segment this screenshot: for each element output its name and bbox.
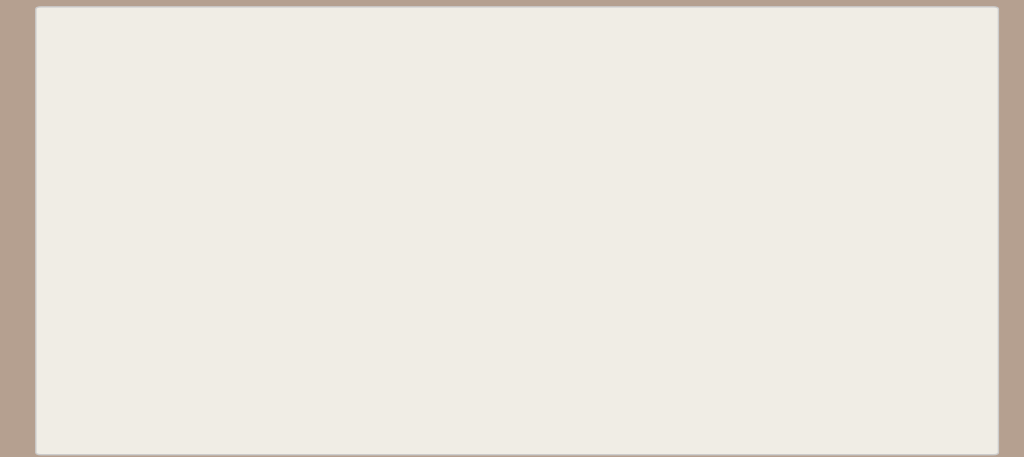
Text: Ionic Equilibrium: Ionic Equilibrium xyxy=(87,24,198,37)
Text: 9: 9 xyxy=(407,185,413,195)
Text: H-3.: H-3. xyxy=(92,223,118,236)
Text: H-1.: H-1. xyxy=(92,129,118,143)
Text: H-4.: H-4. xyxy=(92,308,118,321)
Text: (Kₐ of H₂S = 9.6 × 10⁻²¹ ; Kₛp of MnS = 2.5 × 10⁻¹³ ; Kₛp of FeS = 6.4 × 10⁻¹⁸): (Kₐ of H₂S = 9.6 × 10⁻²¹ ; Kₛp of MnS = … xyxy=(159,361,617,374)
Text: A: A xyxy=(932,37,940,47)
FancyBboxPatch shape xyxy=(67,11,364,57)
Text: solution contained 0.00284 g of Cl⁻ per litre. If Kₛp(Ag₂CO₃) = 8.1 × 10⁻¹² then: solution contained 0.00284 g of Cl⁻ per … xyxy=(159,250,785,263)
Text: What minimum pH must be maintained in a saturated H₂S solution (0.1 M) to cause : What minimum pH must be maintained in a … xyxy=(159,308,778,321)
Text: value of x is. (Assume no hydrolysis of any ion).: value of x is. (Assume no hydrolysis of … xyxy=(159,276,441,289)
Text: Determine the maximum number of moles of MgF₂ that can dissolve in 1000 L of a b: Determine the maximum number of moles of… xyxy=(159,159,754,172)
Text: H-2.: H-2. xyxy=(92,159,118,172)
Text: pH = 4. Given : Kₛp of MgF₂ =: pH = 4. Given : Kₛp of MgF₂ = xyxy=(159,187,334,201)
Text: Section (H)  :  Simultaneous Solubility, Selective precipitation, Complex format: Section (H) : Simultaneous Solubility, S… xyxy=(92,66,777,81)
Text: 14: 14 xyxy=(402,196,417,206)
Text: A sample of AgCl was treated with 5 mL of 1.6 M Na₂CO₃ solution to give Ag₂CO₃. : A sample of AgCl was treated with 5 mL o… xyxy=(159,223,720,236)
Text: What is the solubility of Cd(OH)₂ in a buffer solution having pH = 8 ? [Kₛp (Cd(: What is the solubility of Cd(OH)₂ in a b… xyxy=(159,129,745,143)
FancyBboxPatch shape xyxy=(894,15,978,58)
Text: Mn²⁺ & Fe²⁺ from a solution, in which each ion is present at a concentration of : Mn²⁺ & Fe²⁺ from a solution, in which ea… xyxy=(159,334,675,347)
Text: × 10⁻⁸ and Kₐ of HF = 3.5 × 10⁻⁴. Take (2.17)³ = 10.: × 10⁻⁸ and Kₐ of HF = 3.5 × 10⁻⁴. Take (… xyxy=(434,187,742,201)
Text: Solubility in buffer: Solubility in buffer xyxy=(92,98,247,113)
